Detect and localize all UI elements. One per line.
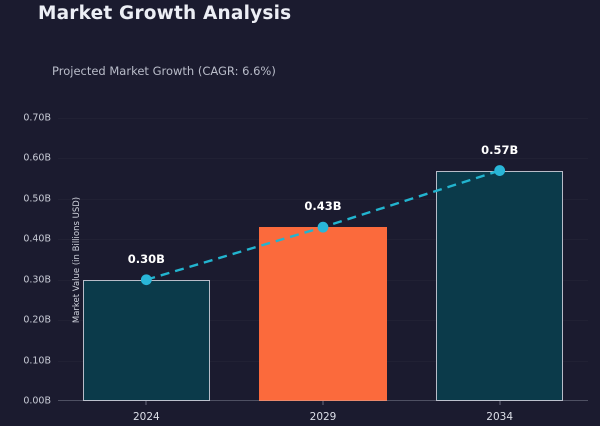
x-axis-tick-label-2024: 2024: [132, 411, 160, 423]
bar-2034[interactable]: [436, 170, 564, 401]
x-axis-tick-mark: [499, 401, 501, 405]
bar-2029[interactable]: [259, 227, 387, 401]
data-label-2029: 0.43B: [304, 199, 342, 214]
x-axis-line: [58, 400, 588, 401]
y-axis-tick-label: 0.50B: [23, 193, 51, 205]
y-axis-tick-label: 0.60B: [23, 152, 51, 164]
data-label-2034: 0.57B: [481, 142, 519, 157]
data-label-2024: 0.30B: [127, 251, 165, 266]
x-axis-tick-mark: [322, 401, 324, 405]
y-axis-tick-label: 0.30B: [23, 274, 51, 286]
x-axis-tick-label-2034: 2034: [486, 411, 514, 423]
y-axis-title: Market Value (in Billions USD): [72, 196, 83, 323]
page-title: Market Growth Analysis: [38, 3, 292, 24]
plot-area: Market Value (in Billions USD) 0.00B 0.10…: [23, 113, 588, 423]
y-axis-tick-label: 0.00B: [23, 395, 51, 407]
x-axis-tick-label-2029: 2029: [309, 411, 337, 423]
bar-2024[interactable]: [82, 279, 210, 401]
y-axis-tick-label: 0.10B: [23, 355, 51, 367]
x-axis-tick-mark: [145, 401, 147, 405]
y-axis-tick-label: 0.70B: [23, 112, 51, 124]
chart-subtitle: Projected Market Growth (CAGR: 6.6%): [52, 64, 276, 78]
gridline: [58, 118, 588, 119]
y-axis-tick-label: 0.40B: [23, 233, 51, 245]
gridline: [58, 158, 588, 159]
y-axis-tick-label: 0.20B: [23, 314, 51, 326]
